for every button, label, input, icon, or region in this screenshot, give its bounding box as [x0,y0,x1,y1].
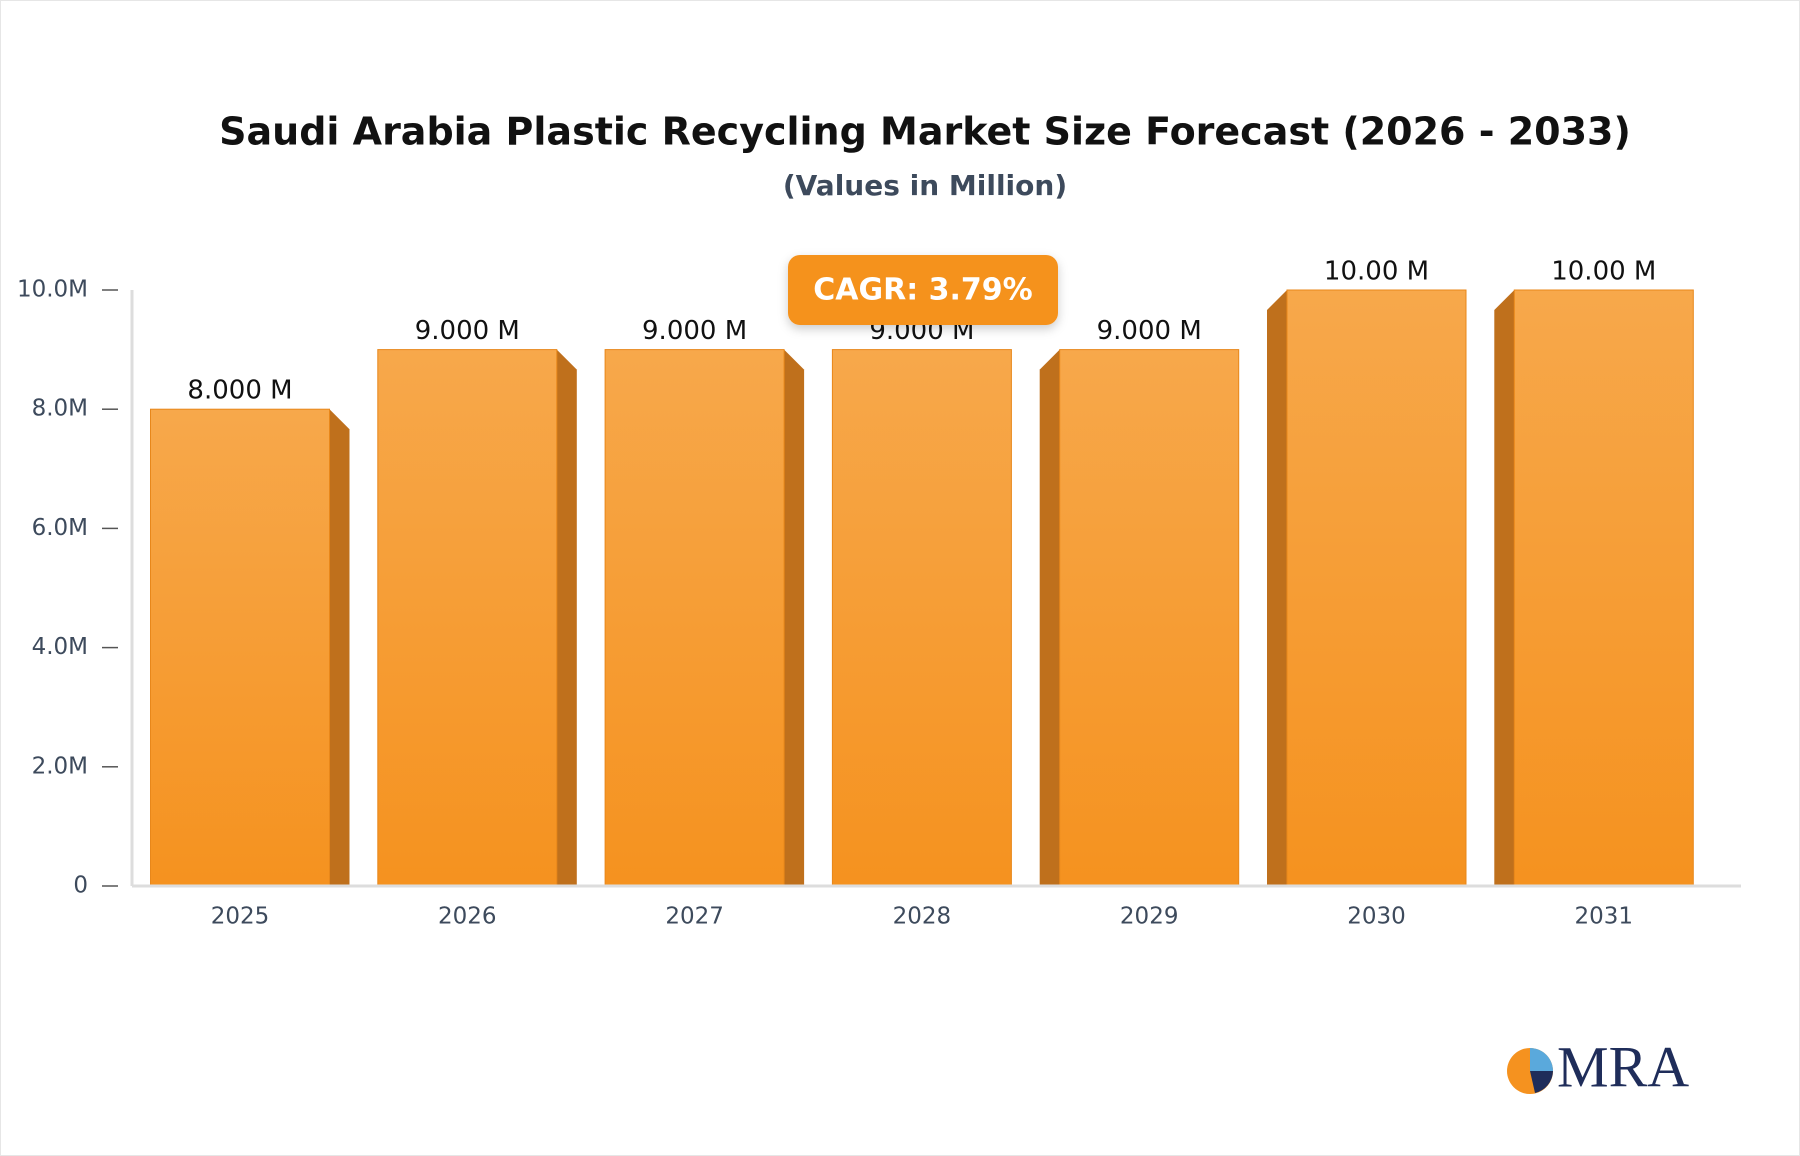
logo-icon-slice [1530,1048,1553,1071]
bar [1513,289,1694,887]
bar-side [784,349,805,887]
y-tick-label: 2.0M [32,753,88,779]
x-tick-label: 2030 [1347,904,1406,930]
logo-icon-slice [1530,1071,1553,1093]
value-label: 8.000 M [187,376,292,406]
bar [604,349,785,887]
x-tick-label: 2029 [1120,904,1179,930]
bar-side [1267,290,1287,886]
value-label: 9.000 M [1097,316,1202,346]
bar [831,349,1012,887]
logo-text: MRA [1557,1034,1689,1099]
y-tick-label: 0 [73,873,88,899]
bar [150,408,330,887]
bar [1059,349,1240,887]
x-tick-label: 2027 [665,904,724,930]
value-label: 10.00 M [1324,257,1429,287]
chart-subtitle: (Values in Million) [783,169,1067,202]
y-tick-label: 4.0M [32,634,88,660]
cagr-box [788,255,1058,325]
x-tick-label: 2028 [893,904,952,930]
y-tick-label: 6.0M [32,515,88,541]
y-tick-label: 10.0M [17,277,88,303]
x-tick-label: 2026 [438,904,497,930]
plot: 0 2.0M 4.0M 6.0M 8.0M 10.0M 8.000 M 2025 9.000 M… [17,255,1741,930]
value-label: 9.000 M [642,316,747,346]
bar-side [329,409,350,886]
x-tick-label: 2031 [1575,904,1634,930]
value-label: 9.000 M [415,316,520,346]
chart-title: Saudi Arabia Plastic Recycling Market Si… [219,110,1631,154]
bar [377,349,558,887]
logo: MRA [1507,1034,1689,1099]
value-label: 10.00 M [1551,257,1656,287]
x-tick-label: 2025 [211,904,270,930]
cagr-badge: CAGR: 3.79% [788,255,1058,325]
bar-side [1494,290,1515,886]
bar [1286,289,1467,887]
bar-side [556,349,577,887]
y-tick-label: 8.0M [32,396,88,422]
bar-side [1039,349,1060,887]
cagr-label: CAGR: 3.79% [813,273,1032,308]
